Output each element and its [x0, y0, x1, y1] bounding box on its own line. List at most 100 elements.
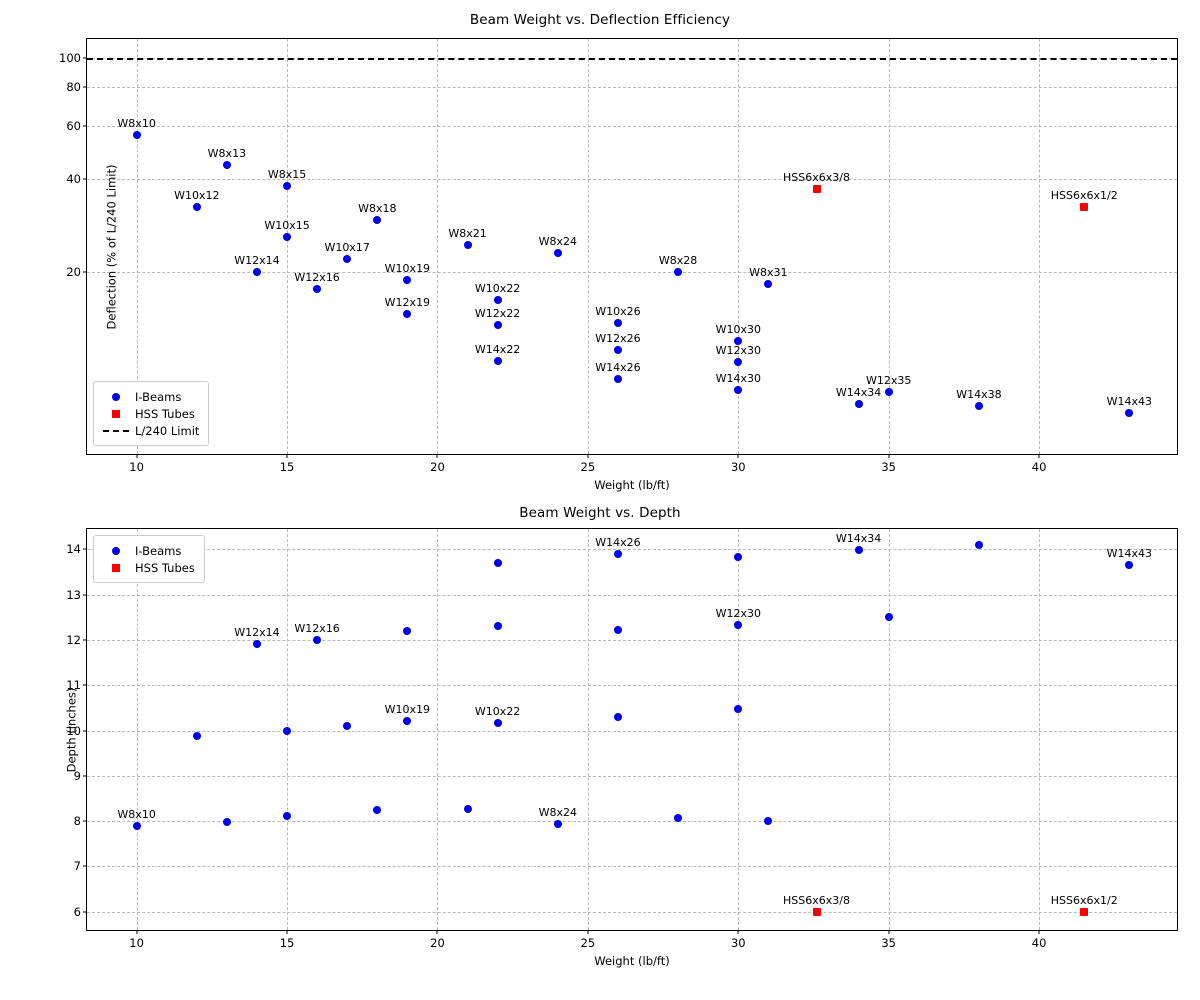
y-tick-mark [83, 911, 87, 912]
data-point[interactable] [193, 203, 201, 211]
data-point[interactable] [253, 268, 261, 276]
x-tick-label: 10 [129, 460, 144, 474]
data-point[interactable] [133, 131, 141, 139]
data-point[interactable] [313, 285, 321, 293]
data-point[interactable] [764, 817, 772, 825]
y-tick-mark [83, 775, 87, 776]
data-point-label: W8x24 [539, 236, 577, 247]
data-point[interactable] [283, 182, 291, 190]
data-point[interactable] [283, 812, 291, 820]
data-point[interactable] [855, 400, 863, 408]
data-point[interactable] [494, 296, 502, 304]
x-tick-label: 30 [731, 460, 746, 474]
data-point-label: W10x19 [385, 704, 430, 715]
legend-item-label: L/240 Limit [131, 424, 199, 438]
data-point-label: W14x43 [1107, 396, 1152, 407]
data-point[interactable] [223, 818, 231, 826]
data-point-label: W12x16 [294, 623, 339, 634]
x-tick-label: 40 [1032, 460, 1047, 474]
legend-item[interactable]: I-Beams [101, 542, 195, 559]
legend-item[interactable]: L/240 Limit [101, 422, 199, 439]
gridline-vertical [287, 39, 288, 454]
data-point-label: W14x26 [595, 537, 640, 548]
y-tick-mark [83, 549, 87, 550]
data-point[interactable] [403, 276, 411, 284]
gridline-vertical [889, 529, 890, 930]
data-point[interactable] [764, 280, 772, 288]
data-point[interactable] [494, 357, 502, 365]
data-point[interactable] [885, 388, 893, 396]
data-point[interactable] [464, 241, 472, 249]
data-point[interactable] [403, 310, 411, 318]
data-point-label: W8x24 [539, 807, 577, 818]
data-point-label: W14x26 [595, 362, 640, 373]
data-point[interactable] [734, 553, 742, 561]
data-point[interactable] [494, 622, 502, 630]
data-point[interactable] [554, 249, 562, 257]
data-point[interactable] [885, 613, 893, 621]
data-point[interactable] [403, 627, 411, 635]
legend-item[interactable]: HSS Tubes [101, 559, 195, 576]
data-point[interactable] [403, 717, 411, 725]
chart-panel-depth: Beam Weight vs. Depth W8x10W12x14W12x16W… [0, 495, 1200, 1000]
data-point[interactable] [855, 546, 863, 554]
legend-depth[interactable]: I-BeamsHSS Tubes [93, 535, 205, 583]
x-tick-mark [1039, 454, 1040, 458]
data-point[interactable] [283, 727, 291, 735]
data-point[interactable] [1080, 203, 1088, 211]
data-point[interactable] [343, 255, 351, 263]
data-point[interactable] [494, 559, 502, 567]
data-point[interactable] [1125, 561, 1133, 569]
data-point[interactable] [1125, 409, 1133, 417]
data-point[interactable] [975, 541, 983, 549]
y-tick-mark [83, 730, 87, 731]
legend-item[interactable]: I-Beams [101, 388, 199, 405]
legend-item-label: HSS Tubes [131, 407, 195, 421]
x-tick-label: 15 [280, 460, 295, 474]
data-point[interactable] [734, 621, 742, 629]
data-point[interactable] [223, 161, 231, 169]
legend-item[interactable]: HSS Tubes [101, 405, 199, 422]
data-point[interactable] [614, 626, 622, 634]
data-point[interactable] [813, 185, 821, 193]
y-tick-label: 80 [66, 80, 81, 94]
data-point[interactable] [614, 319, 622, 327]
data-point[interactable] [734, 358, 742, 366]
x-tick-label: 15 [280, 936, 295, 950]
data-point[interactable] [813, 908, 821, 916]
data-point-label: W10x17 [325, 242, 370, 253]
data-point[interactable] [674, 268, 682, 276]
gridline-horizontal [87, 776, 1177, 777]
data-point[interactable] [734, 705, 742, 713]
data-point[interactable] [614, 713, 622, 721]
data-point[interactable] [554, 820, 562, 828]
legend-deflection[interactable]: I-Beams HSS Tubes L/240 Limit [93, 381, 209, 446]
data-point[interactable] [133, 822, 141, 830]
data-point-label: W8x21 [448, 228, 486, 239]
data-point[interactable] [343, 722, 351, 730]
data-point[interactable] [464, 805, 472, 813]
data-point[interactable] [253, 640, 261, 648]
data-point[interactable] [734, 337, 742, 345]
data-point[interactable] [614, 550, 622, 558]
x-tick-mark [738, 454, 739, 458]
data-point[interactable] [734, 386, 742, 394]
y-tick-mark [83, 821, 87, 822]
x-tick-mark [888, 930, 889, 934]
data-point[interactable] [975, 402, 983, 410]
gridline-horizontal [87, 126, 1177, 127]
data-point-label: W8x13 [208, 148, 246, 159]
x-tick-mark [136, 454, 137, 458]
data-point[interactable] [1080, 908, 1088, 916]
data-point[interactable] [313, 636, 321, 644]
x-axis-label-deflection: Weight (lb/ft) [594, 478, 669, 492]
data-point[interactable] [494, 719, 502, 727]
data-point[interactable] [283, 233, 291, 241]
data-point[interactable] [373, 806, 381, 814]
data-point[interactable] [373, 216, 381, 224]
data-point[interactable] [494, 321, 502, 329]
limit-line [87, 58, 1177, 60]
data-point[interactable] [193, 732, 201, 740]
data-point[interactable] [614, 346, 622, 354]
data-point[interactable] [614, 375, 622, 383]
